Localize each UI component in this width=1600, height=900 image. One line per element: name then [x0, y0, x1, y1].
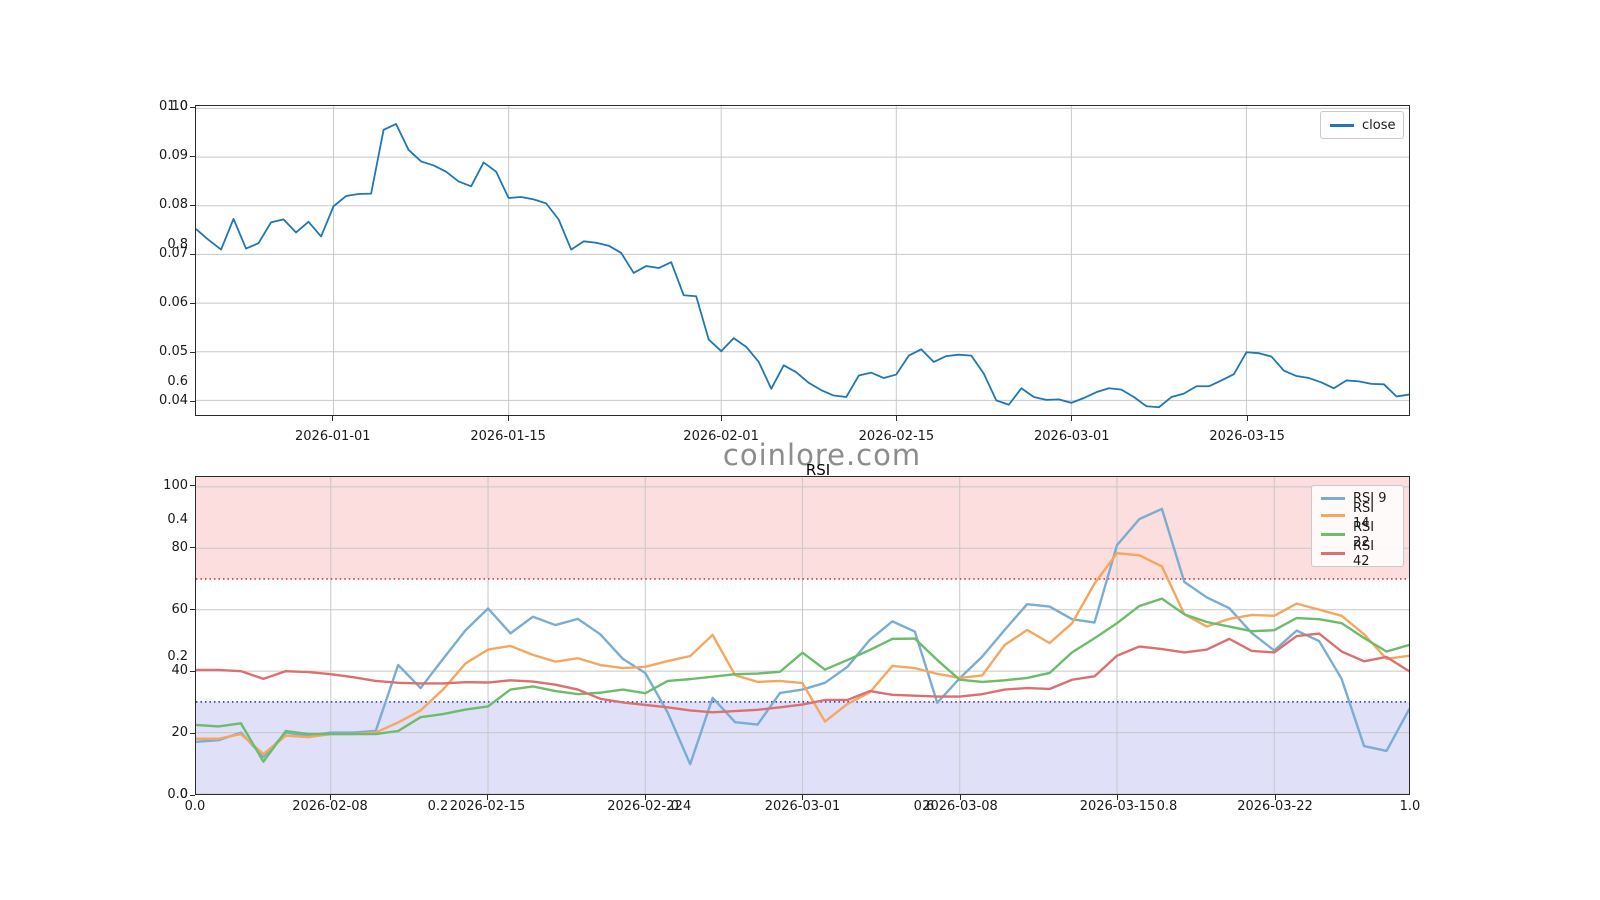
x-tick-mark — [332, 416, 334, 421]
y-tick-mark — [190, 302, 195, 304]
y-tick-label: 0.10 — [159, 99, 188, 115]
y-tick-mark — [190, 400, 195, 402]
series-line-close — [196, 123, 1409, 409]
y-tick-mark — [190, 547, 195, 549]
chart-canvas — [196, 106, 1409, 415]
phantom-y-tick-label: 0.6 — [167, 374, 188, 390]
phantom-x-tick-label: 0.4 — [670, 799, 692, 814]
x-tick-mark — [1071, 416, 1073, 421]
series-line-rsi-22 — [196, 597, 1409, 763]
price-chart-plot-area — [195, 105, 1410, 416]
phantom-x-tick-label: 0.2 — [427, 799, 449, 814]
x-tick-label: 2026-03-15 — [1079, 799, 1156, 814]
x-tick-mark — [1246, 416, 1248, 421]
legend-row-rsi9: RSI 9 — [1321, 491, 1394, 506]
x-tick-mark — [644, 795, 646, 800]
legend-label-close: close — [1362, 118, 1396, 133]
rsi9-line-swatch — [1321, 497, 1345, 500]
y-tick-label: 0.06 — [159, 295, 188, 311]
phantom-y-tick-label: 0.4 — [167, 511, 188, 527]
x-tick-label: 2026-02-08 — [292, 799, 368, 814]
legend-label-rsi14: RSI 14 — [1353, 500, 1375, 531]
series-line-rsi-42 — [196, 632, 1409, 714]
y-tick-mark — [190, 670, 195, 672]
rsi14-line-swatch — [1321, 514, 1345, 517]
legend-label-rsi22: RSI 22 — [1353, 519, 1375, 550]
y-tick-label: 60 — [171, 601, 188, 617]
y-tick-mark — [190, 609, 195, 611]
y-tick-mark — [190, 485, 195, 487]
phantom-x-tick-label: 0.6 — [913, 799, 935, 814]
x-tick-label: 2026-02-01 — [683, 429, 759, 444]
y-tick-label: 100 — [163, 477, 188, 493]
x-tick-label: 2026-01-15 — [470, 429, 546, 444]
legend-row-close: close — [1330, 117, 1396, 134]
y-tick-label: 0.08 — [159, 197, 188, 213]
x-tick-mark — [895, 416, 897, 421]
x-tick-label: 2026-02-22 — [607, 799, 683, 814]
x-tick-mark — [959, 795, 961, 800]
y-tick-label: 0.07 — [159, 246, 188, 262]
y-tick-mark — [190, 155, 195, 157]
legend-label-rsi42: RSI 42 — [1353, 538, 1375, 569]
y-tick-label: 0 — [179, 787, 188, 802]
chart-canvas — [196, 477, 1409, 794]
rsi-chart-title: RSI — [805, 461, 831, 479]
x-tick-label: 2026-02-15 — [449, 799, 526, 814]
x-tick-mark — [507, 416, 509, 421]
phantom-x-tick-label: 0.0 — [184, 799, 206, 814]
phantom-y-tick-label: 1.0 — [167, 99, 188, 114]
y-tick-label: 80 — [171, 539, 188, 555]
y-tick-label: 0.09 — [159, 148, 188, 164]
price-legend: close — [1320, 111, 1404, 139]
y-tick-mark — [190, 732, 195, 734]
phantom-y-tick-label: 0.2 — [167, 649, 188, 665]
x-tick-label: 2026-03-01 — [1034, 429, 1110, 444]
y-tick-label: 0.04 — [159, 393, 188, 409]
x-tick-mark — [720, 416, 722, 421]
y-tick-mark — [190, 794, 195, 796]
x-tick-label: 2026-03-15 — [1209, 429, 1285, 444]
x-tick-label: 2026-03-01 — [764, 799, 841, 814]
legend-row-rsi42: RSI 42 — [1321, 539, 1394, 569]
watermark: coinlore.com — [722, 438, 922, 472]
rsi-chart-plot-area — [195, 476, 1410, 795]
phantom-x-tick-label: 1.0 — [1399, 799, 1421, 814]
y-tick-mark — [190, 253, 195, 255]
rsi42-line-swatch — [1321, 552, 1345, 555]
x-tick-label: 2026-03-08 — [922, 799, 998, 814]
x-tick-label: 2026-03-22 — [1237, 799, 1313, 814]
y-tick-label: 20 — [171, 725, 188, 741]
x-tick-mark — [1274, 795, 1276, 800]
y-tick-label: 0.05 — [159, 344, 188, 360]
phantom-y-tick-label: 0.0 — [167, 787, 188, 802]
x-tick-mark — [802, 795, 803, 800]
close-line-swatch — [1330, 124, 1354, 127]
y-tick-label: 40 — [171, 663, 188, 679]
x-tick-mark — [329, 795, 331, 800]
phantom-y-tick-label: 0.8 — [167, 236, 188, 252]
x-tick-mark — [1117, 795, 1118, 800]
y-tick-mark — [190, 351, 195, 353]
x-tick-mark — [487, 795, 488, 800]
x-tick-label: 2026-01-01 — [295, 429, 371, 444]
x-tick-label: 2026-02-15 — [858, 429, 935, 444]
phantom-x-tick-label: 0.8 — [1156, 799, 1178, 814]
series-line-rsi-9 — [196, 507, 1409, 766]
rsi-legend: RSI 9 RSI 14 RSI 22 RSI 42 — [1311, 485, 1404, 569]
y-tick-mark — [190, 204, 195, 206]
series-line-rsi-14 — [196, 552, 1409, 756]
legend-row-rsi14: RSI 14 — [1321, 501, 1394, 531]
y-tick-mark — [190, 106, 195, 108]
legend-label-rsi9: RSI 9 — [1353, 491, 1387, 506]
rsi22-line-swatch — [1321, 533, 1345, 536]
legend-row-rsi22: RSI 22 — [1321, 520, 1394, 550]
